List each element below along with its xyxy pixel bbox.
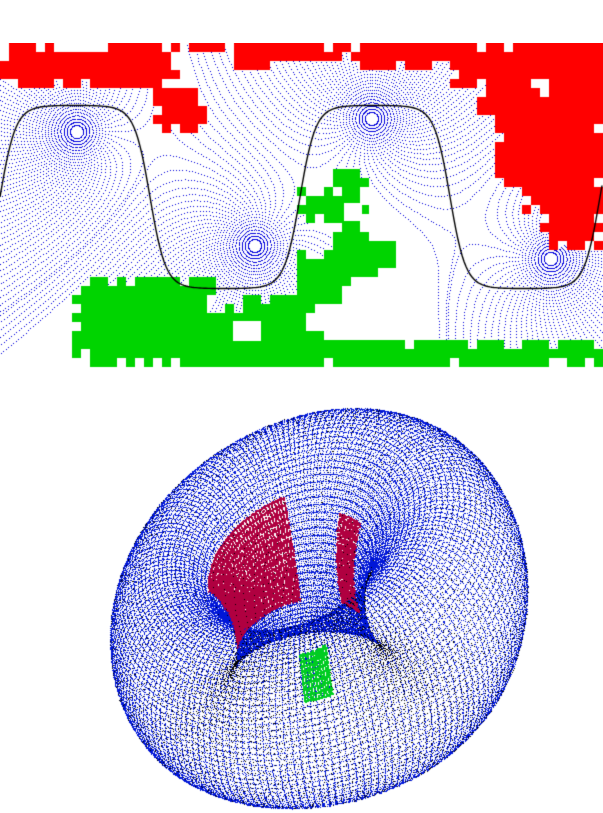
torus-surface-panel (0, 400, 603, 813)
streamline-map-panel (0, 43, 603, 368)
